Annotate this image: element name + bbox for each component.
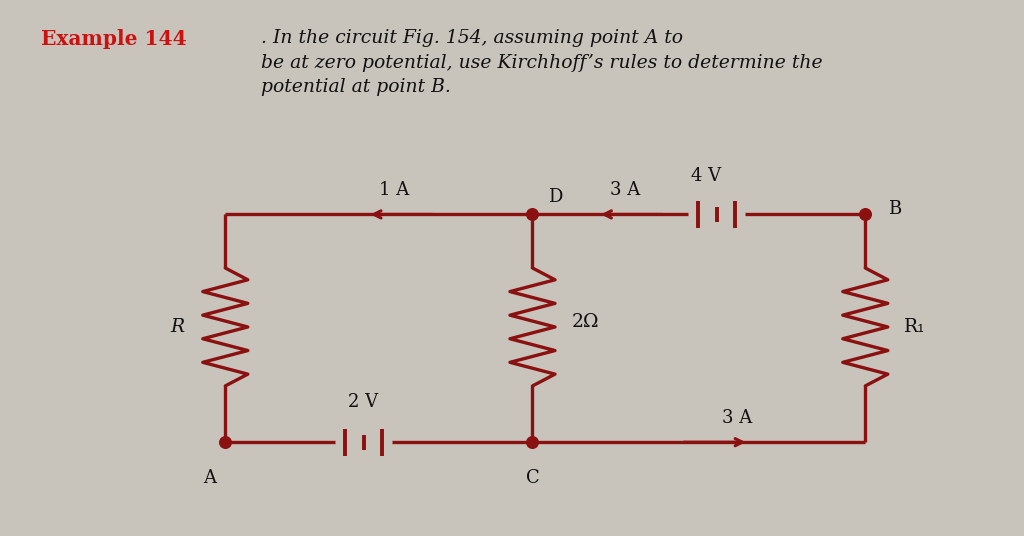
Text: A: A [204, 469, 216, 487]
Text: R₁: R₁ [904, 318, 926, 336]
Text: 4 V: 4 V [691, 167, 722, 185]
Point [857, 210, 873, 219]
Text: Example 144: Example 144 [41, 29, 186, 49]
Point [217, 438, 233, 446]
Text: 1 A: 1 A [379, 181, 410, 199]
Text: B: B [888, 200, 901, 218]
Point [524, 210, 541, 219]
Text: C: C [525, 469, 540, 487]
Text: 2Ω: 2Ω [571, 312, 599, 331]
Point [524, 438, 541, 446]
Text: R: R [170, 318, 184, 336]
Text: 3 A: 3 A [722, 409, 753, 427]
Text: . In the circuit Fig. 154, assuming point A to
be at zero potential, use Kirchho: . In the circuit Fig. 154, assuming poin… [261, 29, 822, 96]
Text: D: D [548, 188, 562, 206]
Text: 2 V: 2 V [348, 393, 379, 411]
Text: 3 A: 3 A [609, 181, 640, 199]
